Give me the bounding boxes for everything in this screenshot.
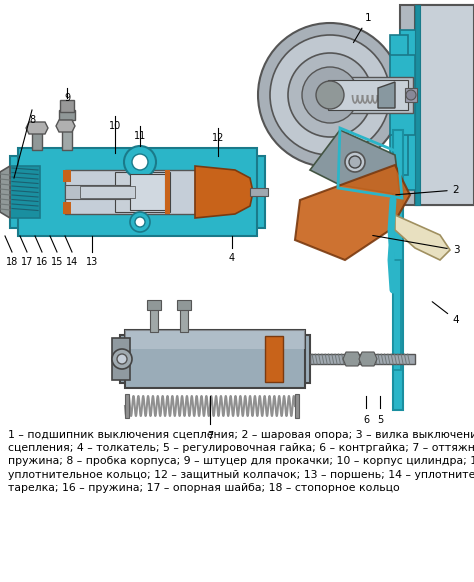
Text: 1: 1 [354,13,371,42]
Bar [147,300,161,310]
Bar [250,188,268,196]
Text: 6: 6 [363,415,369,425]
Text: 4: 4 [229,253,235,263]
Circle shape [112,349,132,369]
Bar [390,35,408,175]
Circle shape [132,154,148,170]
Text: 4: 4 [432,301,459,325]
Text: 9: 9 [64,93,70,103]
Bar [415,5,474,205]
Bar [60,100,74,112]
Text: 8: 8 [29,115,35,125]
Bar [393,260,401,370]
Text: 18: 18 [6,257,18,267]
Circle shape [124,146,156,178]
Bar [63,170,71,182]
Circle shape [302,67,358,123]
Polygon shape [359,352,377,366]
Bar [130,174,165,210]
Text: 11: 11 [134,131,146,141]
Text: 3: 3 [373,236,459,255]
Bar [125,394,129,418]
Polygon shape [295,165,410,260]
Bar [10,166,40,218]
Bar [59,110,75,120]
Text: 10: 10 [109,121,121,131]
Polygon shape [56,120,75,132]
Circle shape [349,156,361,168]
Polygon shape [0,166,10,218]
Polygon shape [395,215,450,260]
Bar [310,354,415,364]
Bar [65,185,140,199]
Circle shape [130,212,150,232]
Bar [63,202,71,214]
Circle shape [316,81,344,109]
Bar [415,5,420,205]
Bar [125,330,305,388]
Polygon shape [120,335,310,383]
Bar [115,172,170,212]
Text: 14: 14 [66,257,78,267]
Text: 2: 2 [396,185,459,195]
Bar [400,5,474,205]
Bar [65,170,195,214]
Bar [180,308,188,332]
Bar [62,118,72,150]
Bar [295,394,299,418]
Text: 5: 5 [377,415,383,425]
Polygon shape [26,122,48,134]
Circle shape [345,152,365,172]
Circle shape [288,53,372,137]
Bar [125,330,305,349]
Polygon shape [10,156,265,228]
Text: 16: 16 [36,257,48,267]
Bar [32,126,42,150]
Bar [80,186,135,198]
Text: 17: 17 [21,257,33,267]
Text: 7: 7 [207,431,213,441]
Text: 1 – подшипник выключения сцепления; 2 – шаровая опора; 3 – вилка выключения
сцеп: 1 – подшипник выключения сцепления; 2 – … [8,430,474,493]
Bar [18,148,257,236]
Polygon shape [112,338,130,380]
Text: 12: 12 [212,133,224,143]
Polygon shape [378,82,395,108]
Bar [328,77,413,113]
Text: 15: 15 [51,257,63,267]
Polygon shape [195,166,253,218]
Circle shape [117,354,127,364]
Circle shape [406,90,416,100]
Circle shape [135,217,145,227]
Bar [150,308,158,332]
Bar [400,30,420,190]
Polygon shape [310,130,400,195]
Circle shape [270,35,390,155]
Bar [265,336,283,382]
Bar [165,170,170,214]
Polygon shape [390,55,415,135]
Bar [177,300,191,310]
Bar [393,130,403,410]
Bar [328,80,408,110]
Text: 13: 13 [86,257,98,267]
Polygon shape [343,352,361,366]
Bar [405,88,417,102]
Circle shape [258,23,402,167]
